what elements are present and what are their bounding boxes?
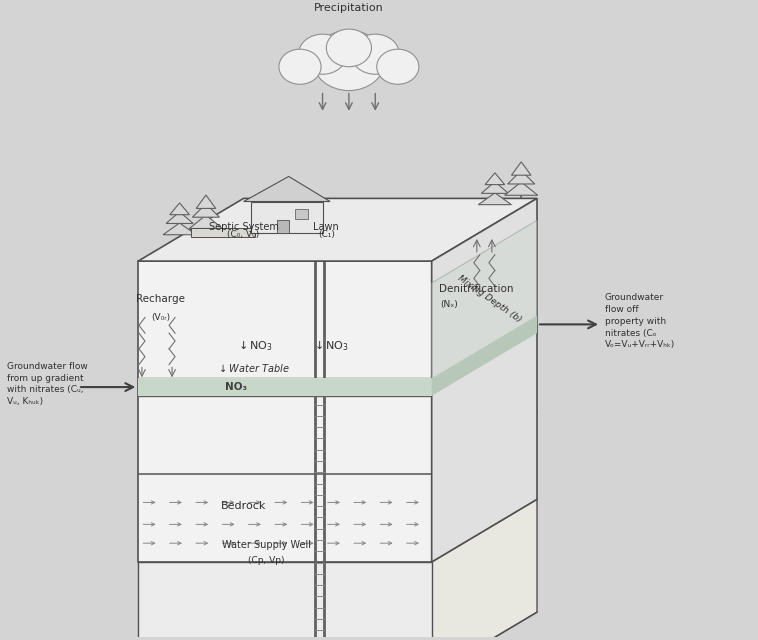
Polygon shape <box>431 499 537 640</box>
Text: $\downarrow$Water Table: $\downarrow$Water Table <box>218 363 290 374</box>
Polygon shape <box>295 209 308 219</box>
Circle shape <box>299 34 346 74</box>
Text: (C₁): (C₁) <box>318 230 335 239</box>
Text: NO₃: NO₃ <box>225 382 247 392</box>
Polygon shape <box>478 193 512 205</box>
Text: Groundwater
flow off
property with
nitrates (Cₒ
Vₒ=Vᵤ+Vᵣᵣ+Vₕₖ): Groundwater flow off property with nitra… <box>605 293 675 349</box>
Text: (Nₓ): (Nₓ) <box>440 300 459 310</box>
Circle shape <box>313 30 385 90</box>
Polygon shape <box>505 182 537 195</box>
Polygon shape <box>243 177 330 202</box>
Text: (Cp, Vp): (Cp, Vp) <box>248 556 284 564</box>
Polygon shape <box>431 220 537 387</box>
Polygon shape <box>431 198 537 562</box>
Polygon shape <box>166 212 193 223</box>
Polygon shape <box>190 215 223 228</box>
Text: Recharge: Recharge <box>136 294 185 304</box>
Text: Mixing Depth (b): Mixing Depth (b) <box>456 273 523 324</box>
Text: Precipitation: Precipitation <box>314 3 384 13</box>
Polygon shape <box>196 195 216 209</box>
Polygon shape <box>277 220 289 233</box>
Polygon shape <box>508 171 534 184</box>
Polygon shape <box>138 378 431 396</box>
Polygon shape <box>485 173 505 184</box>
Polygon shape <box>512 162 531 175</box>
Polygon shape <box>431 316 537 396</box>
Text: Septic System: Septic System <box>208 221 278 232</box>
Text: Lawn: Lawn <box>314 221 339 232</box>
Polygon shape <box>170 203 190 214</box>
Text: Denitrification: Denitrification <box>439 284 514 294</box>
Polygon shape <box>251 202 323 233</box>
Polygon shape <box>193 204 220 217</box>
Polygon shape <box>138 562 431 640</box>
Polygon shape <box>481 182 509 193</box>
Polygon shape <box>163 223 196 235</box>
Text: Water Supply Well: Water Supply Well <box>221 540 311 550</box>
Polygon shape <box>138 261 431 562</box>
Circle shape <box>327 29 371 67</box>
Text: (V₀ᵣ): (V₀ᵣ) <box>152 313 171 322</box>
Polygon shape <box>138 198 537 261</box>
Text: Groundwater flow
from up gradient
with nitrates (Cᵤ,
Vᵤ, Kₕᵤₖ): Groundwater flow from up gradient with n… <box>7 362 87 406</box>
Text: $\downarrow$NO$_3$: $\downarrow$NO$_3$ <box>236 338 274 353</box>
Text: (C₀, V₀): (C₀, V₀) <box>227 230 260 239</box>
Text: $\downarrow$NO$_3$: $\downarrow$NO$_3$ <box>312 338 349 353</box>
Text: Bedrock: Bedrock <box>221 500 266 511</box>
Polygon shape <box>191 228 255 237</box>
Circle shape <box>377 49 419 84</box>
Circle shape <box>279 49 321 84</box>
Circle shape <box>351 34 399 74</box>
